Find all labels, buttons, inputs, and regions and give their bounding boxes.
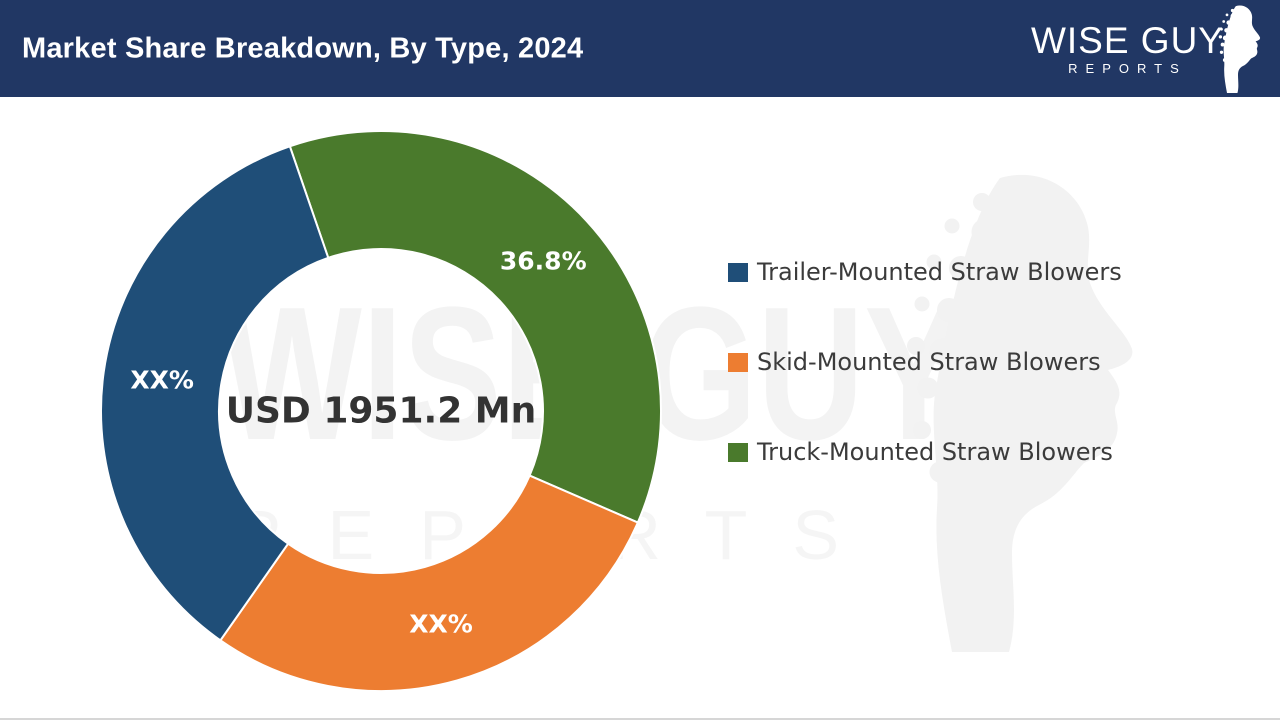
page-title: Market Share Breakdown, By Type, 2024 xyxy=(22,32,584,64)
donut-slice-1 xyxy=(219,474,640,692)
legend-label-skid: Skid-Mounted Straw Blowers xyxy=(757,348,1101,376)
legend-label-trailer: Trailer-Mounted Straw Blowers xyxy=(757,258,1122,286)
legend-swatch-skid xyxy=(728,352,748,372)
slice-pct-label-1: XX% xyxy=(409,609,473,639)
slice-pct-label-2: 36.8% xyxy=(499,246,587,276)
legend-item-truck: Truck-Mounted Straw Blowers xyxy=(728,438,1122,466)
brand-logo: WISE GUY REPORTS xyxy=(1031,4,1266,94)
legend-item-skid: Skid-Mounted Straw Blowers xyxy=(728,348,1122,376)
legend-swatch-trailer xyxy=(728,262,748,282)
brand-subtitle: REPORTS xyxy=(1068,61,1187,77)
brand-name: WISE GUY xyxy=(1030,19,1224,61)
chart-center-value: USD 1951.2 Mn xyxy=(225,390,537,432)
donut-slice-2 xyxy=(288,130,662,524)
chart-legend: Trailer-Mounted Straw Blowers Skid-Mount… xyxy=(728,258,1122,466)
header-bar: Market Share Breakdown, By Type, 2024 WI… xyxy=(0,0,1280,97)
legend-swatch-truck xyxy=(728,442,748,462)
brand-logo-text: WISE GUY REPORTS xyxy=(1030,19,1224,77)
donut-slice-0 xyxy=(100,144,330,642)
legend-item-trailer: Trailer-Mounted Straw Blowers xyxy=(728,258,1122,286)
donut-chart xyxy=(100,130,662,692)
slice-pct-label-0: XX% xyxy=(130,365,194,395)
watermark-face-icon xyxy=(907,174,1133,652)
legend-label-truck: Truck-Mounted Straw Blowers xyxy=(757,438,1113,466)
brand-face-icon xyxy=(1218,5,1261,93)
